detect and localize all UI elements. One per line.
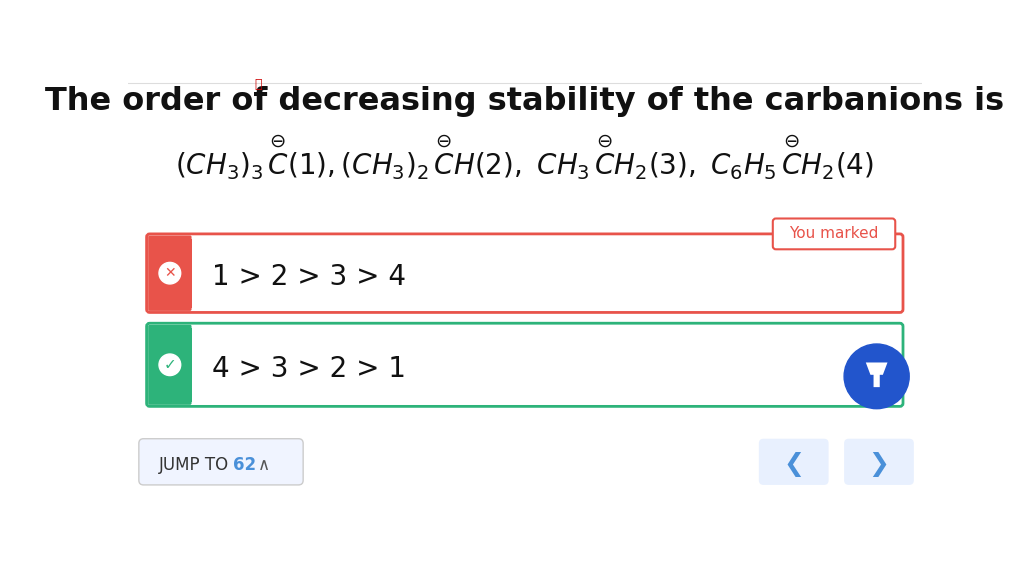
FancyBboxPatch shape bbox=[844, 439, 913, 485]
Text: ❮: ❮ bbox=[783, 452, 804, 478]
Text: JUMP TO: JUMP TO bbox=[159, 456, 229, 474]
Circle shape bbox=[156, 351, 183, 378]
Text: $(CH_3)_3\,\overset{\ominus}{C}(1),(CH_3)_2\,\overset{\ominus}{C}H(2),\ CH_3\,\o: $(CH_3)_3\,\overset{\ominus}{C}(1),(CH_3… bbox=[175, 134, 874, 182]
Bar bbox=[173, 238, 191, 308]
Circle shape bbox=[156, 259, 183, 287]
Text: 4 > 3 > 2 > 1: 4 > 3 > 2 > 1 bbox=[212, 355, 406, 382]
Text: ✕: ✕ bbox=[164, 266, 176, 280]
FancyBboxPatch shape bbox=[148, 325, 191, 405]
Text: You marked: You marked bbox=[790, 226, 879, 241]
Text: ❯: ❯ bbox=[868, 452, 890, 478]
Text: 62: 62 bbox=[232, 456, 256, 474]
Bar bbox=[173, 328, 191, 402]
FancyBboxPatch shape bbox=[148, 236, 191, 311]
Circle shape bbox=[159, 354, 180, 376]
Circle shape bbox=[159, 263, 180, 284]
Text: ✓: ✓ bbox=[164, 357, 176, 372]
Polygon shape bbox=[866, 362, 888, 387]
Text: The order of decreasing stability of the carbanions is: The order of decreasing stability of the… bbox=[45, 86, 1005, 117]
Text: ∧: ∧ bbox=[258, 456, 270, 474]
Text: 📞: 📞 bbox=[254, 78, 262, 92]
Circle shape bbox=[844, 344, 909, 409]
FancyBboxPatch shape bbox=[759, 439, 828, 485]
FancyBboxPatch shape bbox=[139, 439, 303, 485]
FancyBboxPatch shape bbox=[146, 323, 903, 407]
FancyBboxPatch shape bbox=[146, 234, 903, 312]
Text: 1 > 2 > 3 > 4: 1 > 2 > 3 > 4 bbox=[212, 263, 406, 291]
FancyBboxPatch shape bbox=[773, 218, 895, 249]
